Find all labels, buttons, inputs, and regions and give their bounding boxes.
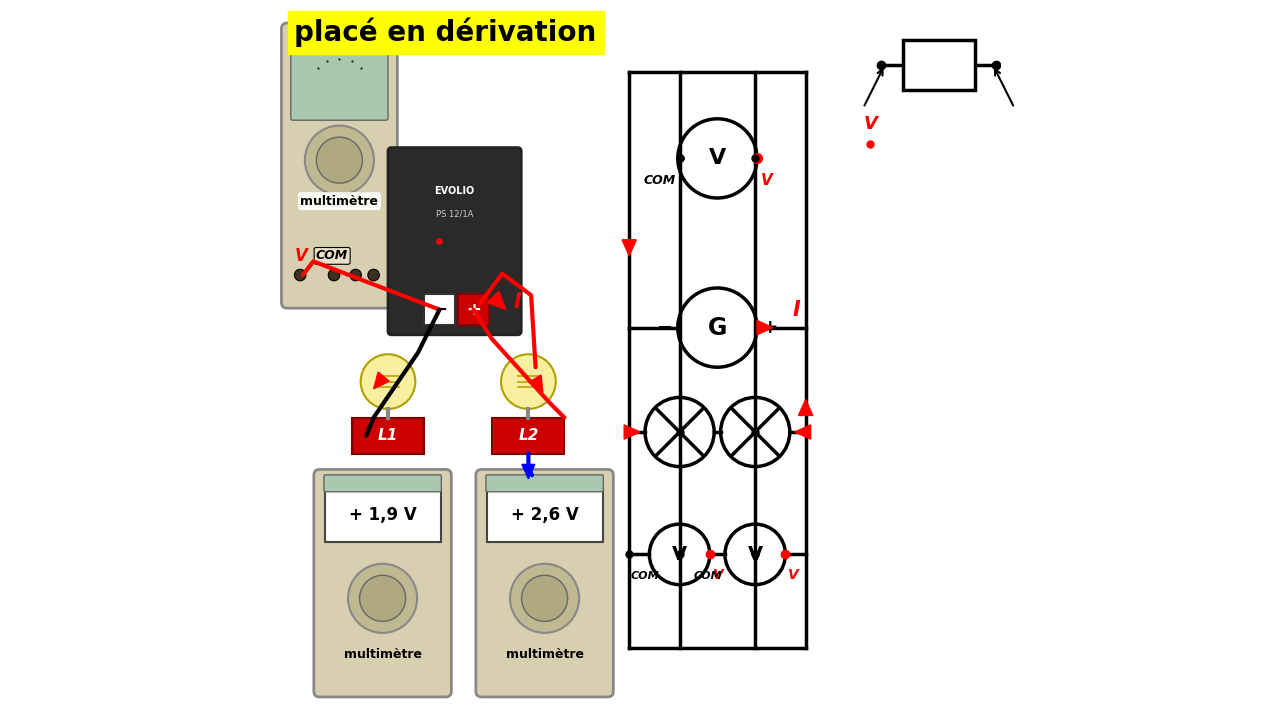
Polygon shape xyxy=(756,320,773,335)
Text: L1: L1 xyxy=(378,428,398,443)
FancyBboxPatch shape xyxy=(291,34,388,120)
Circle shape xyxy=(509,564,579,633)
FancyBboxPatch shape xyxy=(352,418,424,454)
FancyBboxPatch shape xyxy=(458,294,489,325)
Polygon shape xyxy=(799,400,813,415)
Text: multimètre: multimètre xyxy=(343,648,421,661)
FancyBboxPatch shape xyxy=(493,418,564,454)
Circle shape xyxy=(367,269,379,281)
Text: +: + xyxy=(762,318,778,337)
Text: + 1,9 V: + 1,9 V xyxy=(348,506,416,524)
Text: COM: COM xyxy=(694,571,722,581)
Text: + 2,6 V: + 2,6 V xyxy=(511,506,579,524)
Text: +: + xyxy=(466,301,481,318)
Text: −: − xyxy=(431,301,447,318)
Text: COM: COM xyxy=(316,249,348,262)
Circle shape xyxy=(294,269,306,281)
FancyBboxPatch shape xyxy=(486,475,603,492)
Text: L2: L2 xyxy=(518,428,539,443)
Polygon shape xyxy=(795,425,810,439)
Polygon shape xyxy=(625,425,640,439)
Text: I: I xyxy=(513,292,521,312)
Circle shape xyxy=(348,564,417,633)
FancyBboxPatch shape xyxy=(314,469,452,697)
Circle shape xyxy=(361,354,416,409)
Text: EVOLIO: EVOLIO xyxy=(434,186,475,196)
FancyBboxPatch shape xyxy=(476,469,613,697)
Polygon shape xyxy=(522,464,535,479)
Polygon shape xyxy=(488,291,506,310)
Circle shape xyxy=(305,125,374,194)
Circle shape xyxy=(521,575,567,621)
Circle shape xyxy=(360,575,406,621)
FancyBboxPatch shape xyxy=(902,40,975,90)
FancyBboxPatch shape xyxy=(282,23,397,308)
Text: V: V xyxy=(709,148,726,168)
Text: COM: COM xyxy=(644,174,676,186)
Text: multimètre: multimètre xyxy=(506,648,584,661)
Circle shape xyxy=(316,137,362,183)
Text: placé en dérivation: placé en dérivation xyxy=(294,18,596,47)
Polygon shape xyxy=(529,375,543,392)
Text: V: V xyxy=(760,173,772,187)
Text: PS 12/1A: PS 12/1A xyxy=(436,210,474,219)
Text: V: V xyxy=(294,247,307,265)
Text: −: − xyxy=(657,318,673,337)
Text: G: G xyxy=(708,315,727,340)
FancyBboxPatch shape xyxy=(324,475,442,492)
Text: V: V xyxy=(864,115,877,133)
FancyBboxPatch shape xyxy=(486,488,603,542)
Text: multimètre: multimètre xyxy=(301,194,379,207)
Circle shape xyxy=(328,269,339,281)
Text: V: V xyxy=(672,545,687,564)
FancyBboxPatch shape xyxy=(388,148,521,335)
FancyBboxPatch shape xyxy=(325,488,440,542)
Text: I: I xyxy=(794,300,801,320)
Text: V: V xyxy=(713,567,723,582)
Text: V: V xyxy=(748,545,763,564)
FancyBboxPatch shape xyxy=(424,294,456,325)
Circle shape xyxy=(500,354,556,409)
Text: COM: COM xyxy=(631,571,659,581)
Text: Dipôle: Dipôle xyxy=(906,55,972,74)
Polygon shape xyxy=(374,372,389,389)
Circle shape xyxy=(349,269,361,281)
Polygon shape xyxy=(622,240,636,256)
Text: V: V xyxy=(788,567,799,582)
